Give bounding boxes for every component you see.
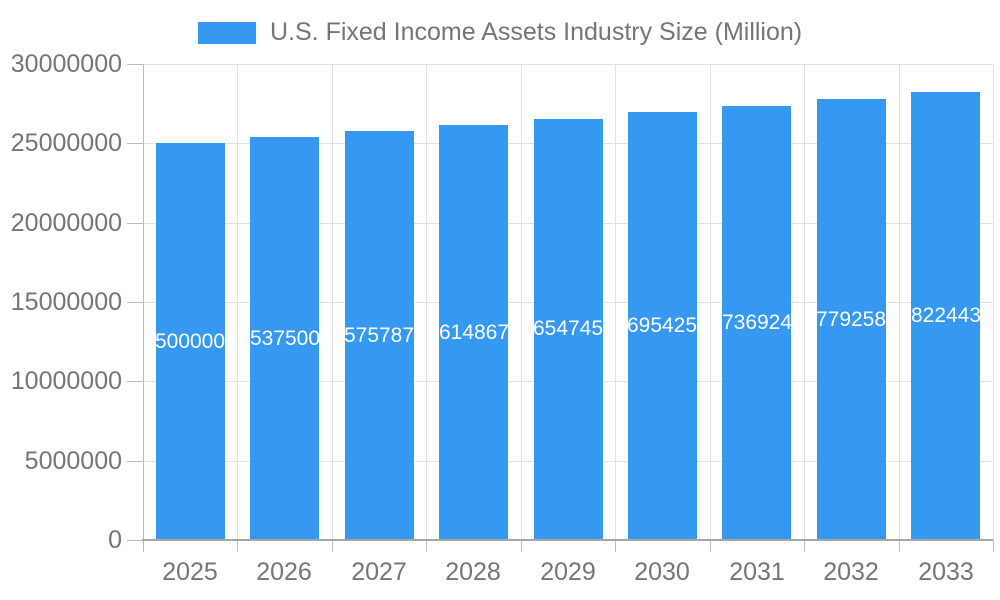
legend-label: U.S. Fixed Income Assets Industry Size (…	[270, 18, 803, 46]
x-gridline	[143, 64, 144, 540]
x-gridline	[521, 64, 522, 540]
x-tick-mark	[615, 540, 616, 552]
y-axis-tick-label: 15000000	[10, 288, 122, 316]
bar-2027[interactable]	[345, 131, 414, 540]
bar-2030[interactable]	[628, 112, 697, 540]
legend[interactable]: U.S. Fixed Income Assets Industry Size (…	[198, 18, 802, 47]
x-tick-mark	[710, 540, 711, 552]
y-axis-tick-label: 20000000	[10, 209, 122, 237]
y-tick-mark	[127, 143, 143, 144]
x-axis-tick-label: 2029	[540, 558, 596, 586]
x-tick-mark	[804, 540, 805, 552]
x-axis-tick-label: 2031	[729, 558, 785, 586]
x-gridline	[804, 64, 805, 540]
x-tick-mark	[237, 540, 238, 552]
x-tick-mark	[993, 540, 994, 552]
x-axis-tick-label: 2026	[256, 558, 312, 586]
x-gridline	[899, 64, 900, 540]
x-tick-mark	[426, 540, 427, 552]
y-tick-mark	[127, 540, 143, 541]
legend-swatch	[198, 21, 256, 44]
bar-2028[interactable]	[439, 125, 508, 540]
x-gridline	[426, 64, 427, 540]
y-tick-mark	[127, 223, 143, 224]
x-axis-tick-label: 2033	[918, 558, 974, 586]
bar-2031[interactable]	[722, 106, 791, 540]
y-tick-mark	[127, 461, 143, 462]
x-axis-tick-label: 2032	[823, 558, 879, 586]
x-axis-tick-label: 2028	[445, 558, 501, 586]
bar-2032[interactable]	[817, 99, 886, 540]
y-axis-tick-label: 30000000	[10, 50, 122, 78]
x-axis-tick-label: 2030	[634, 558, 690, 586]
x-axis-tick-label: 2027	[351, 558, 407, 586]
x-gridline	[237, 64, 238, 540]
x-gridline	[332, 64, 333, 540]
y-axis-tick-label: 10000000	[10, 367, 122, 395]
y-tick-mark	[127, 64, 143, 65]
y-axis-tick-label: 5000000	[24, 447, 122, 475]
x-gridline	[710, 64, 711, 540]
bar-2029[interactable]	[534, 119, 603, 540]
y-gridline	[143, 64, 993, 65]
y-axis-tick-label: 0	[108, 526, 122, 554]
x-tick-mark	[143, 540, 144, 552]
x-gridline	[615, 64, 616, 540]
bar-2025[interactable]	[156, 143, 225, 540]
y-tick-mark	[127, 302, 143, 303]
x-axis-tick-label: 2025	[162, 558, 218, 586]
bar-2033[interactable]	[911, 92, 980, 540]
x-tick-mark	[899, 540, 900, 552]
x-gridline	[993, 64, 994, 540]
bar-2026[interactable]	[250, 137, 319, 540]
x-tick-mark	[521, 540, 522, 552]
y-tick-mark	[127, 381, 143, 382]
y-axis-tick-label: 25000000	[10, 129, 122, 157]
x-tick-mark	[332, 540, 333, 552]
x-axis-line	[142, 539, 993, 541]
